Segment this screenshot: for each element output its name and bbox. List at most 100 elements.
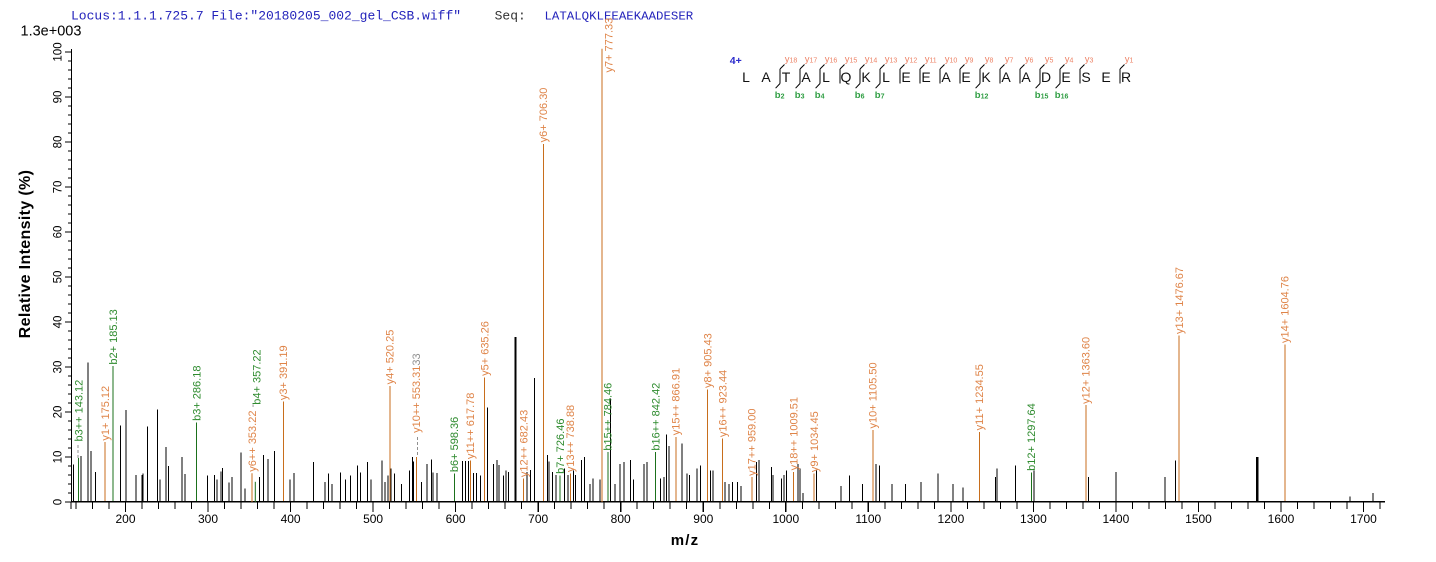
svg-text:1600: 1600 [1268, 512, 1295, 526]
svg-text:500: 500 [363, 512, 383, 526]
svg-text:y3: y3 [1085, 54, 1094, 65]
svg-text:30: 30 [53, 361, 65, 374]
svg-text:10: 10 [53, 451, 65, 464]
svg-text:1700: 1700 [1350, 512, 1377, 526]
svg-text:m/z: m/z [671, 532, 700, 549]
svg-text:K: K [981, 69, 991, 85]
svg-text:E: E [921, 69, 930, 85]
svg-text:y18: y18 [785, 54, 798, 65]
svg-text:y5+ 635.26: y5+ 635.26 [480, 321, 492, 376]
svg-text:b12: b12 [975, 90, 989, 101]
svg-text:y17++ 959.00: y17++ 959.00 [747, 409, 759, 476]
svg-text:1000: 1000 [772, 512, 799, 526]
svg-text:Seq:: Seq: [495, 9, 526, 24]
svg-text:y9+ 1034.45: y9+ 1034.45 [809, 411, 821, 472]
svg-text:y16++ 923.44: y16++ 923.44 [717, 370, 729, 437]
svg-text:4+: 4+ [730, 55, 742, 67]
svg-text:1.3e+003: 1.3e+003 [21, 24, 82, 40]
svg-text:E: E [961, 69, 970, 85]
svg-text:y13++ 738.88: y13++ 738.88 [565, 405, 577, 472]
svg-text:b4: b4 [815, 90, 825, 101]
svg-text:b7+ 726.46: b7+ 726.46 [555, 419, 567, 474]
svg-text:b7: b7 [875, 90, 885, 101]
svg-text:y1: y1 [1125, 54, 1134, 65]
svg-text:y3+ 391.19: y3+ 391.19 [278, 345, 290, 400]
svg-text:b2+ 185.13: b2+ 185.13 [108, 309, 120, 364]
svg-text:600: 600 [446, 512, 466, 526]
svg-text:A: A [941, 69, 951, 85]
svg-text:y6: y6 [1025, 54, 1034, 65]
svg-text:E: E [901, 69, 910, 85]
svg-text:Q: Q [841, 69, 852, 85]
svg-text:300: 300 [198, 512, 218, 526]
svg-text:Relative Intensity (%): Relative Intensity (%) [17, 170, 34, 339]
svg-text:y4: y4 [1065, 54, 1074, 65]
svg-text:T: T [782, 69, 791, 85]
svg-text:A: A [761, 69, 771, 85]
svg-text:y7+ 777.33: y7+ 777.33 [603, 18, 615, 73]
svg-text:90: 90 [53, 91, 65, 104]
svg-text:1100: 1100 [855, 512, 881, 526]
svg-text:700: 700 [528, 512, 548, 526]
svg-text:b16++ 842.42: b16++ 842.42 [651, 383, 663, 451]
svg-text:b2: b2 [775, 90, 785, 101]
svg-text:K: K [861, 69, 871, 85]
svg-text:L: L [882, 69, 890, 85]
svg-text:y15++ 866.91: y15++ 866.91 [671, 368, 683, 435]
svg-text:1500: 1500 [1185, 512, 1212, 526]
svg-text:E: E [1061, 69, 1070, 85]
svg-text:y16: y16 [825, 54, 838, 65]
svg-text:y15: y15 [845, 54, 858, 65]
svg-text:900: 900 [693, 512, 713, 526]
svg-text:100: 100 [53, 42, 65, 61]
svg-text:y4+ 520.25: y4+ 520.25 [385, 330, 397, 385]
svg-text:y18++ 1009.51: y18++ 1009.51 [788, 397, 800, 470]
svg-text:y13+ 1476.67: y13+ 1476.67 [1174, 267, 1186, 334]
svg-text:A: A [1001, 69, 1011, 85]
svg-text:y7: y7 [1005, 54, 1014, 65]
svg-text:y12++ 682.43: y12++ 682.43 [519, 410, 531, 477]
svg-text:LATALQKLEEAEKAADESER: LATALQKLEEAEKAADESER [545, 10, 694, 24]
svg-text:y9: y9 [965, 54, 974, 65]
svg-text:y1+ 175.12: y1+ 175.12 [100, 386, 112, 441]
svg-text:L: L [822, 69, 830, 85]
svg-text:b3+ 286.18: b3+ 286.18 [191, 366, 203, 421]
svg-text:y14: y14 [865, 54, 878, 65]
svg-text:1300: 1300 [1020, 512, 1047, 526]
svg-text:D: D [1041, 69, 1051, 85]
svg-text:b3++ 143.12: b3++ 143.12 [73, 380, 85, 442]
svg-text:y5: y5 [1045, 54, 1054, 65]
svg-text:1400: 1400 [1103, 512, 1130, 526]
svg-text:40: 40 [53, 316, 65, 329]
svg-text:b15++ 784.46: b15++ 784.46 [603, 383, 615, 451]
svg-text:y11: y11 [925, 54, 937, 65]
svg-text:y11+ 1234.55: y11+ 1234.55 [974, 364, 986, 430]
svg-text:y13: y13 [885, 54, 898, 65]
svg-text:y12+ 1363.60: y12+ 1363.60 [1081, 337, 1093, 404]
svg-text:b6+ 598.36: b6+ 598.36 [449, 417, 461, 472]
svg-text:S: S [1081, 69, 1090, 85]
svg-text:1200: 1200 [938, 512, 965, 526]
svg-text:800: 800 [611, 512, 631, 526]
svg-text:50: 50 [53, 271, 65, 284]
svg-text:20: 20 [53, 406, 65, 419]
svg-text:A: A [801, 69, 811, 85]
svg-text:y14+ 1604.76: y14+ 1604.76 [1280, 276, 1292, 343]
svg-text:70: 70 [53, 181, 65, 194]
svg-text:y8: y8 [985, 54, 994, 65]
svg-text:y10++ 553.3133: y10++ 553.3133 [411, 353, 423, 433]
svg-text:b3: b3 [795, 90, 805, 101]
svg-text:R: R [1121, 69, 1131, 85]
svg-text:b16: b16 [1055, 90, 1069, 101]
svg-text:b12+ 1297.64: b12+ 1297.64 [1026, 403, 1038, 471]
svg-text:Locus:1.1.1.725.7 File:"201802: Locus:1.1.1.725.7 File:"20180205_002_gel… [71, 9, 461, 24]
svg-text:400: 400 [281, 512, 301, 526]
svg-text:y6+ 706.30: y6+ 706.30 [538, 88, 550, 143]
svg-text:y8+ 905.43: y8+ 905.43 [703, 333, 715, 388]
svg-text:L: L [742, 69, 750, 85]
svg-text:y12: y12 [905, 54, 918, 65]
svg-text:y11++ 617.78: y11++ 617.78 [465, 393, 477, 459]
svg-text:y17: y17 [805, 54, 818, 65]
svg-text:80: 80 [53, 136, 65, 149]
svg-text:b15: b15 [1035, 90, 1049, 101]
